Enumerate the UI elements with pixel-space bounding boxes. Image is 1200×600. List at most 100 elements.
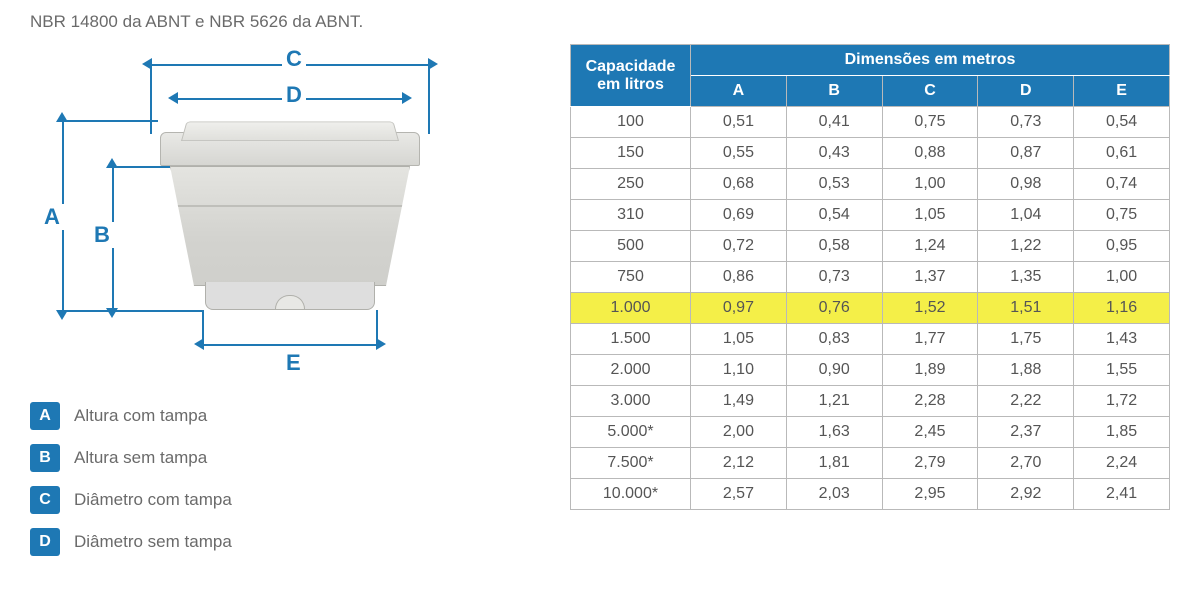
cell-value: 2,00 (691, 417, 787, 448)
cell-value: 1,05 (882, 200, 978, 231)
cell-capacity: 7.500* (571, 448, 691, 479)
legend-badge-c: C (30, 486, 60, 514)
cell-value: 0,72 (691, 231, 787, 262)
cell-value: 0,87 (978, 138, 1074, 169)
cell-value: 0,95 (1074, 231, 1170, 262)
cell-value: 0,58 (786, 231, 882, 262)
cell-value: 1,37 (882, 262, 978, 293)
cell-value: 0,54 (786, 200, 882, 231)
table-head: Capacidade em litros Dimensões em metros… (571, 45, 1170, 107)
cell-capacity: 1.000 (571, 293, 691, 324)
cell-value: 0,68 (691, 169, 787, 200)
cell-value: 2,03 (786, 479, 882, 510)
dim-e-ext-right (376, 310, 378, 346)
legend-text-a: Altura com tampa (74, 406, 207, 426)
cell-value: 1,05 (691, 324, 787, 355)
tank-diagram: C D A B (30, 44, 460, 384)
table-row: 3.0001,491,212,282,221,72 (571, 386, 1170, 417)
dim-d-label: D (282, 82, 306, 108)
cell-capacity: 500 (571, 231, 691, 262)
dim-e-ext-left (202, 310, 204, 346)
dim-d-arrow-left (168, 92, 178, 104)
cell-value: 0,69 (691, 200, 787, 231)
cell-value: 2,37 (978, 417, 1074, 448)
cell-value: 0,53 (786, 169, 882, 200)
th-capacity: Capacidade em litros (571, 45, 691, 107)
th-col-e: E (1074, 76, 1170, 107)
cell-value: 0,51 (691, 107, 787, 138)
cell-value: 1,63 (786, 417, 882, 448)
cell-value: 1,16 (1074, 293, 1170, 324)
th-col-a: A (691, 76, 787, 107)
cell-value: 2,22 (978, 386, 1074, 417)
cell-value: 1,88 (978, 355, 1074, 386)
cell-value: 1,51 (978, 293, 1074, 324)
cell-value: 1,52 (882, 293, 978, 324)
cell-value: 0,86 (691, 262, 787, 293)
dim-c-ext-left (150, 64, 152, 134)
cell-capacity: 750 (571, 262, 691, 293)
cell-capacity: 5.000* (571, 417, 691, 448)
legend-badge-a: A (30, 402, 60, 430)
legend-row: A Altura com tampa (30, 402, 530, 430)
dim-e-line (202, 344, 378, 346)
cell-value: 1,81 (786, 448, 882, 479)
cell-value: 0,97 (691, 293, 787, 324)
cell-value: 1,77 (882, 324, 978, 355)
cell-value: 2,12 (691, 448, 787, 479)
left-column: C D A B (30, 44, 530, 570)
legend-text-c: Diâmetro com tampa (74, 490, 232, 510)
tank-opening (275, 295, 305, 309)
cell-value: 0,76 (786, 293, 882, 324)
cell-value: 2,28 (882, 386, 978, 417)
table-row: 5.000*2,001,632,452,371,85 (571, 417, 1170, 448)
cell-value: 1,21 (786, 386, 882, 417)
dim-b-label: B (90, 222, 114, 248)
table-body: 1000,510,410,750,730,541500,550,430,880,… (571, 107, 1170, 510)
cell-value: 2,70 (978, 448, 1074, 479)
cell-value: 1,22 (978, 231, 1074, 262)
cell-value: 1,35 (978, 262, 1074, 293)
dim-d-arrow-right (402, 92, 412, 104)
cell-value: 1,85 (1074, 417, 1170, 448)
cell-value: 0,75 (882, 107, 978, 138)
cell-value: 1,72 (1074, 386, 1170, 417)
table-row: 5000,720,581,241,220,95 (571, 231, 1170, 262)
legend-text-b: Altura sem tampa (74, 448, 207, 468)
tank-base (205, 282, 375, 310)
cell-value: 2,95 (882, 479, 978, 510)
cell-value: 1,75 (978, 324, 1074, 355)
dim-a-ext-bot (62, 310, 202, 312)
cell-value: 0,75 (1074, 200, 1170, 231)
table-row: 1.0000,970,761,521,511,16 (571, 293, 1170, 324)
dim-b-arrow-down (106, 308, 118, 318)
dim-e-label: E (282, 350, 305, 376)
dim-b-ext-top (112, 166, 170, 168)
cell-value: 0,73 (978, 107, 1074, 138)
th-col-b: B (786, 76, 882, 107)
cell-capacity: 2.000 (571, 355, 691, 386)
cell-value: 2,92 (978, 479, 1074, 510)
th-col-d: D (978, 76, 1074, 107)
cell-capacity: 3.000 (571, 386, 691, 417)
cell-value: 0,54 (1074, 107, 1170, 138)
cell-value: 1,00 (882, 169, 978, 200)
cell-value: 2,41 (1074, 479, 1170, 510)
cell-capacity: 310 (571, 200, 691, 231)
tank-lid (160, 132, 420, 166)
legend-row: C Diâmetro com tampa (30, 486, 530, 514)
legend-row: D Diâmetro sem tampa (30, 528, 530, 556)
cell-value: 1,24 (882, 231, 978, 262)
legend-row: B Altura sem tampa (30, 444, 530, 472)
cell-value: 2,45 (882, 417, 978, 448)
tank-body (170, 166, 410, 286)
table-row: 2.0001,100,901,891,881,55 (571, 355, 1170, 386)
cell-value: 2,57 (691, 479, 787, 510)
cell-capacity: 100 (571, 107, 691, 138)
cell-value: 1,43 (1074, 324, 1170, 355)
th-col-c: C (882, 76, 978, 107)
table-row: 7500,860,731,371,351,00 (571, 262, 1170, 293)
cell-value: 1,00 (1074, 262, 1170, 293)
cell-capacity: 1.500 (571, 324, 691, 355)
dim-a-ext-top (62, 120, 158, 122)
